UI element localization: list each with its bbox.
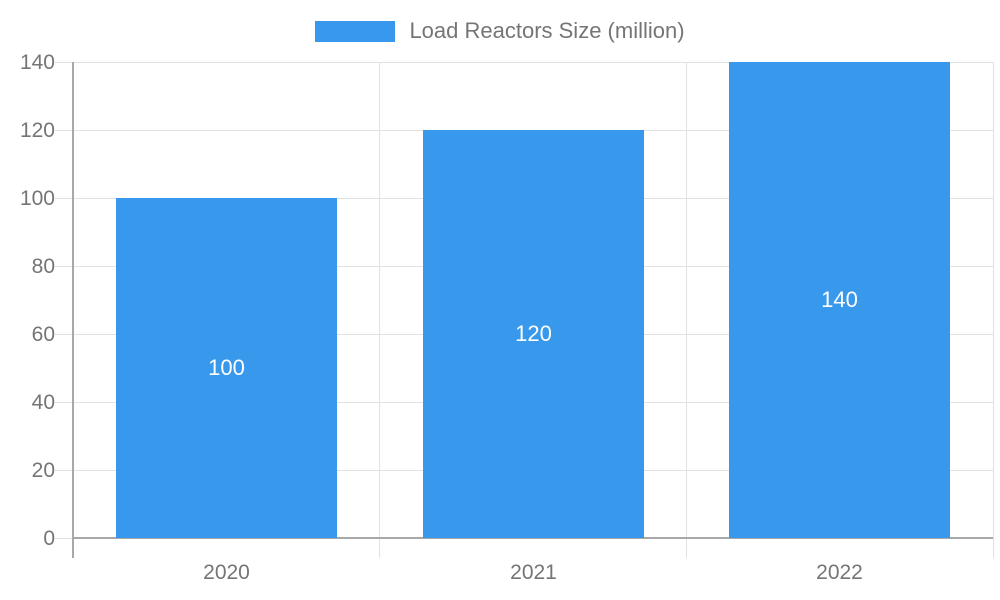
y-axis-label: 140 — [19, 51, 55, 74]
x-axis-label: 2022 — [816, 561, 863, 584]
bar-value-label: 100 — [208, 355, 245, 380]
gridline-vertical — [685, 62, 687, 558]
bar-2021[interactable] — [423, 130, 644, 538]
y-axis-tick — [55, 469, 73, 471]
legend-swatch — [315, 20, 396, 42]
y-axis-tick — [55, 401, 73, 403]
gridline-horizontal — [73, 61, 993, 63]
y-axis-label: 20 — [31, 459, 55, 482]
chart-legend[interactable]: Load Reactors Size (million) — [0, 18, 1000, 44]
y-axis-label: 0 — [43, 527, 55, 550]
gridline-vertical — [992, 62, 994, 558]
bar-2020[interactable] — [116, 198, 337, 538]
bar-value-label: 140 — [821, 287, 858, 312]
bar-2022[interactable] — [729, 62, 950, 538]
bar-value-label: 120 — [515, 321, 552, 346]
y-axis-tick — [55, 61, 73, 63]
y-axis-label: 60 — [31, 323, 55, 346]
y-axis-tick — [55, 537, 73, 539]
x-axis-line — [73, 537, 993, 539]
y-axis-label: 80 — [31, 255, 55, 278]
y-axis-label: 40 — [31, 391, 55, 414]
y-axis-tick — [55, 129, 73, 131]
y-axis-line — [72, 62, 74, 558]
y-axis-label: 100 — [19, 187, 55, 210]
y-axis-tick — [55, 265, 73, 267]
y-axis-label: 120 — [19, 119, 55, 142]
y-axis-tick — [55, 197, 73, 199]
y-axis-tick — [55, 333, 73, 335]
gridline-vertical — [379, 62, 381, 558]
x-axis-label: 2020 — [203, 561, 250, 584]
legend-series-label: Load Reactors Size (million) — [409, 18, 685, 43]
x-axis-label: 2021 — [510, 561, 557, 584]
